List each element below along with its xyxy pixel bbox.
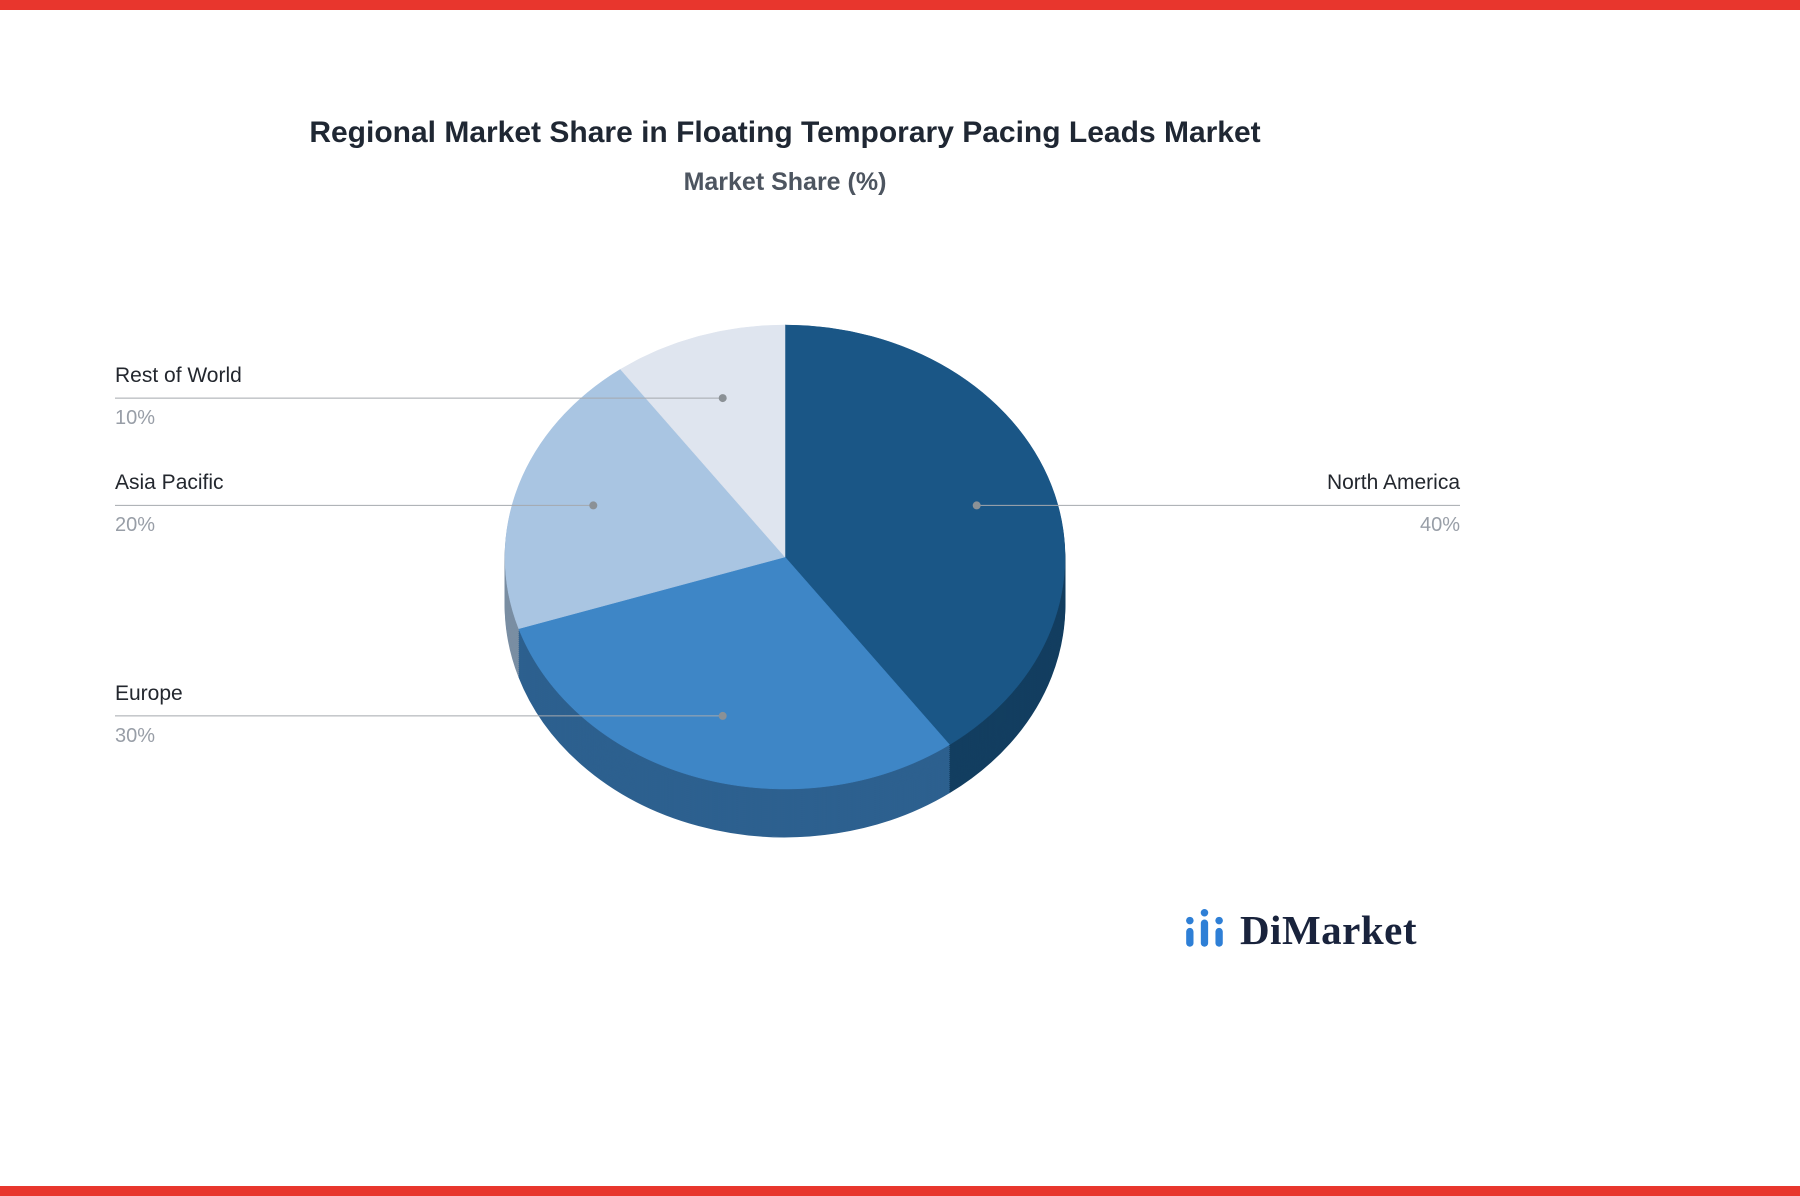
slice-label: Europe (115, 682, 183, 705)
logo-text: DiMarket (1239, 907, 1417, 953)
slice-percent: 10% (115, 407, 156, 429)
callout-asia-pacific: Asia Pacific 20% (115, 470, 545, 538)
callout-rest-of-world: Rest of World 10% (115, 363, 545, 431)
pie-slice-north-america (784, 324, 1066, 746)
slice-label: Asia Pacific (115, 471, 224, 494)
pie-slice-europe (518, 556, 950, 790)
bar-chart-icon (1186, 908, 1223, 947)
leader-dot-north-america (972, 501, 981, 510)
bottom-accent-bar (0, 1186, 1800, 1196)
slice-percent: 30% (115, 725, 156, 747)
chart-title: Regional Market Share in Floating Tempor… (309, 116, 1261, 149)
chart-subtitle: Market Share (%) (683, 168, 887, 196)
slice-label: Rest of World (115, 364, 242, 387)
chart-header: Regional Market Share in Floating Tempor… (0, 114, 1570, 198)
dimarket-logo: DiMarket (1182, 906, 1417, 954)
leader-dot-rest-of-world (718, 394, 727, 403)
slice-percent: 40% (1419, 514, 1460, 536)
leader-dot-asia-pacific (589, 501, 598, 510)
callout-europe: Europe 30% (115, 681, 545, 749)
slice-percent: 20% (115, 514, 156, 536)
callout-north-america: North America 40% (1030, 470, 1460, 538)
leader-dot-europe (718, 711, 727, 720)
top-accent-bar (0, 0, 1800, 10)
pie-slice-asia-pacific (504, 368, 786, 629)
pie-slice-rest-of-world (620, 324, 786, 558)
slice-label: North America (1326, 471, 1460, 494)
